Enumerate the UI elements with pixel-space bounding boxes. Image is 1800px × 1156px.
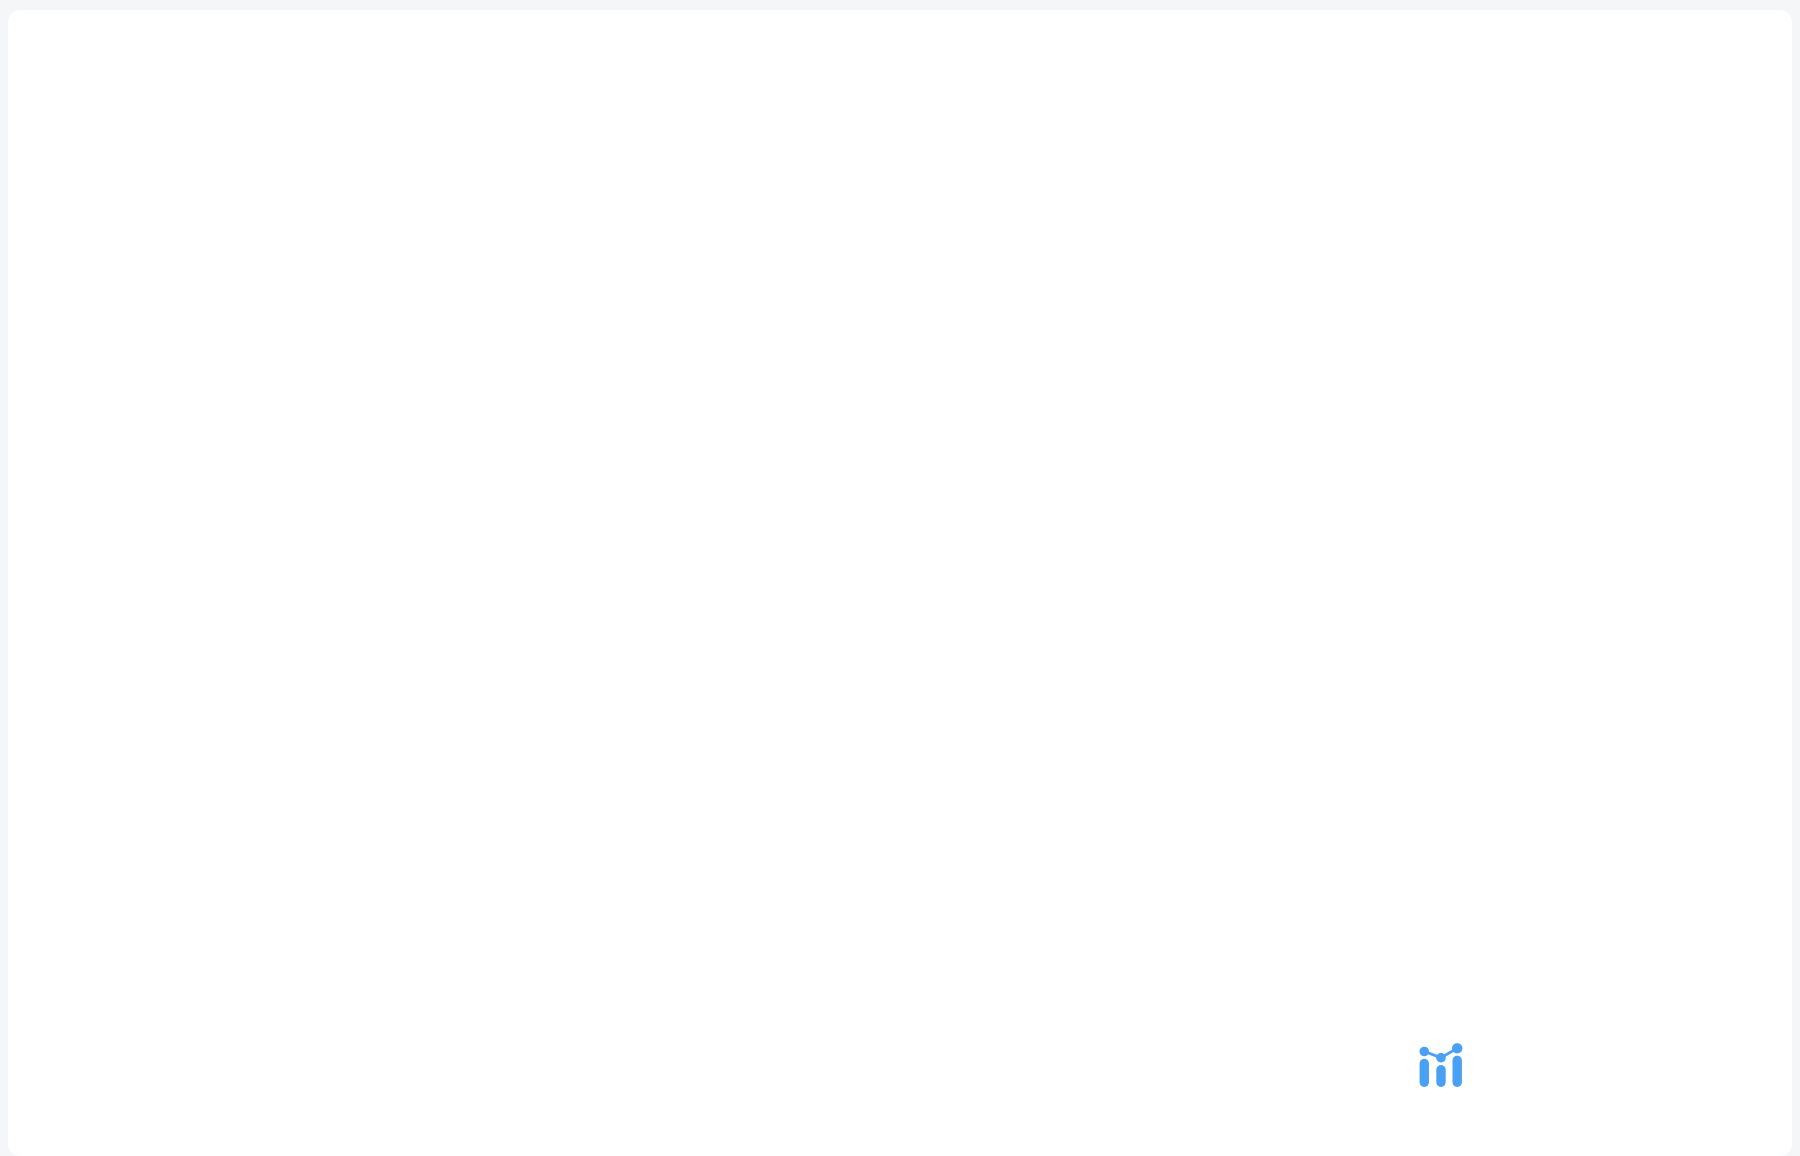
- bar-chart-logo-icon: [1419, 1043, 1463, 1087]
- chart-card: [8, 10, 1792, 1156]
- brand-logo: [1418, 1036, 1478, 1092]
